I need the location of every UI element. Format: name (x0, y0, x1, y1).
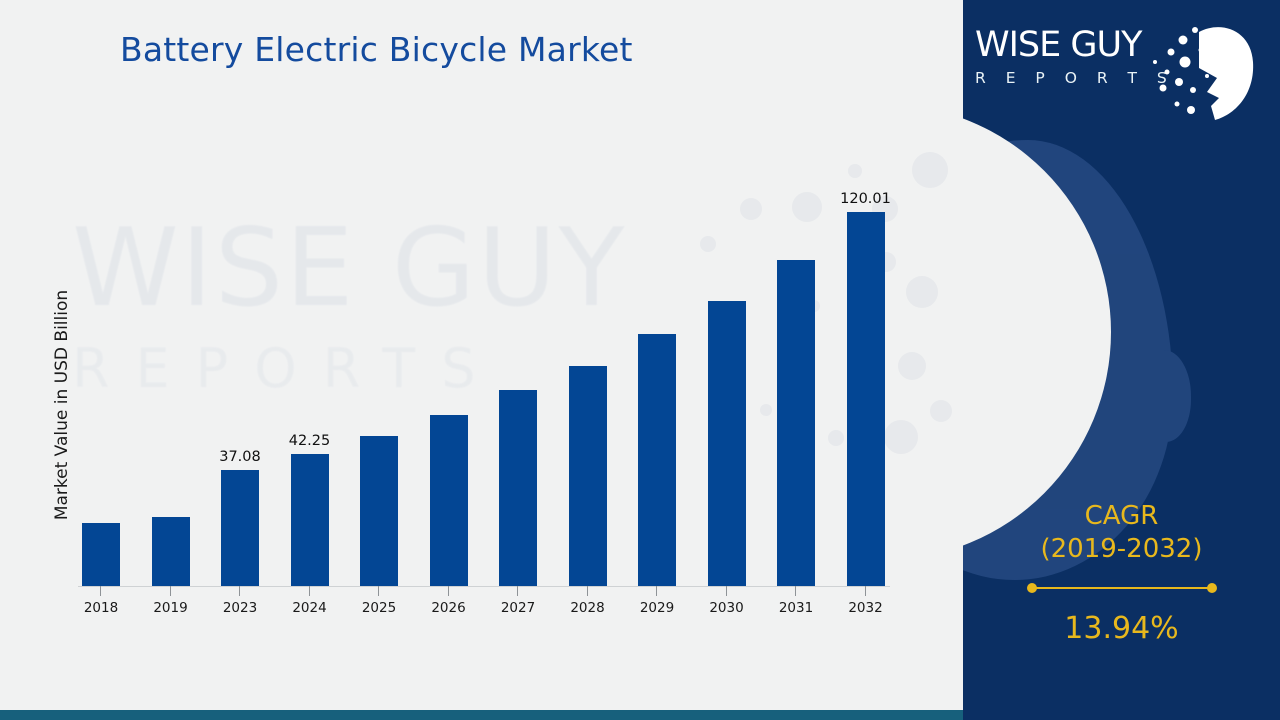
bubble (906, 276, 938, 308)
bubble (792, 192, 822, 222)
x-axis-tick (864, 586, 866, 596)
x-axis-tick (169, 586, 171, 596)
x-axis-tick (795, 586, 796, 596)
x-axis-tick (447, 586, 449, 596)
bar-chart-plot: Market Value in USD Billion 2018 2019 37.0… (52, 191, 891, 616)
x-axis-tick-label: 2025 (361, 600, 397, 616)
x-axis-tick-label: 2027 (500, 600, 536, 616)
divider-dot-right (1206, 583, 1217, 593)
bar (151, 517, 190, 586)
bubble (700, 236, 716, 252)
page-title: Battery Electric Bicycle Market (120, 30, 633, 69)
bar-value-label: 37.08 (219, 449, 261, 465)
x-axis-tick-label: 2029 (639, 600, 675, 616)
bar (360, 436, 398, 586)
x-axis-tick-label: 2032 (848, 600, 883, 616)
x-axis-tick-label: 2030 (709, 600, 744, 616)
x-axis-tick-label: 2024 (292, 600, 327, 616)
chart-panel: Battery Electric Bicycle Market WISE GUY… (0, 30, 963, 720)
logo-subtitle: R E P O R T S (975, 69, 1175, 87)
bar (568, 366, 607, 586)
cagr-divider (1026, 583, 1217, 593)
brand-logo: WISE GUY R E P O R T S (975, 25, 1255, 124)
y-axis-label: Market Value in USD Billion (52, 289, 72, 521)
x-axis-tick-label: 2026 (431, 600, 466, 616)
x-axis-tick (725, 586, 727, 596)
x-axis-tick (656, 586, 657, 596)
bar (707, 301, 746, 586)
x-axis-tick-label: 2031 (778, 600, 814, 616)
cagr-value: 13.94% (1064, 611, 1179, 646)
x-axis-tick-label: 2018 (83, 600, 119, 616)
x-axis-tick (239, 586, 240, 596)
bubble (760, 404, 772, 416)
bubble (848, 164, 862, 178)
x-axis-line (78, 586, 890, 587)
x-axis-tick (586, 586, 588, 596)
dotted-head-icon (1153, 27, 1254, 120)
bubble (912, 152, 948, 188)
cagr-block: CAGR (2019-2032) 13.94% (963, 500, 1280, 646)
bar (290, 454, 329, 586)
bubble (828, 430, 844, 446)
bar (82, 523, 120, 586)
cagr-label: CAGR (1084, 501, 1159, 531)
bubble (740, 198, 762, 220)
x-axis-tick (517, 586, 518, 596)
x-axis-tick-label: 2028 (570, 600, 605, 616)
brand-panel: WISE GUY R E P O R T S CAGR (2019-2032) (963, 0, 1280, 720)
divider-line (1031, 587, 1212, 589)
x-axis-tick-label: 2023 (222, 600, 258, 616)
x-axis-tick-label: 2019 (153, 600, 188, 616)
bar (846, 212, 885, 586)
x-axis-tick (378, 586, 379, 596)
bar (221, 470, 259, 586)
bar (499, 390, 537, 586)
bubble (930, 400, 952, 422)
bar (429, 415, 468, 586)
bubble (884, 420, 918, 454)
bubble (898, 352, 926, 380)
bar-value-label: 120.01 (840, 191, 891, 207)
x-axis-tick (100, 586, 101, 596)
bar (777, 260, 815, 586)
bar (638, 334, 676, 586)
cagr-range: (2019-2032) (1040, 533, 1203, 564)
logo-wordmark: WISE GUY (975, 25, 1143, 65)
footer-strip (0, 710, 963, 720)
bar-value-label: 42.25 (288, 433, 331, 449)
x-axis-tick (308, 586, 310, 596)
